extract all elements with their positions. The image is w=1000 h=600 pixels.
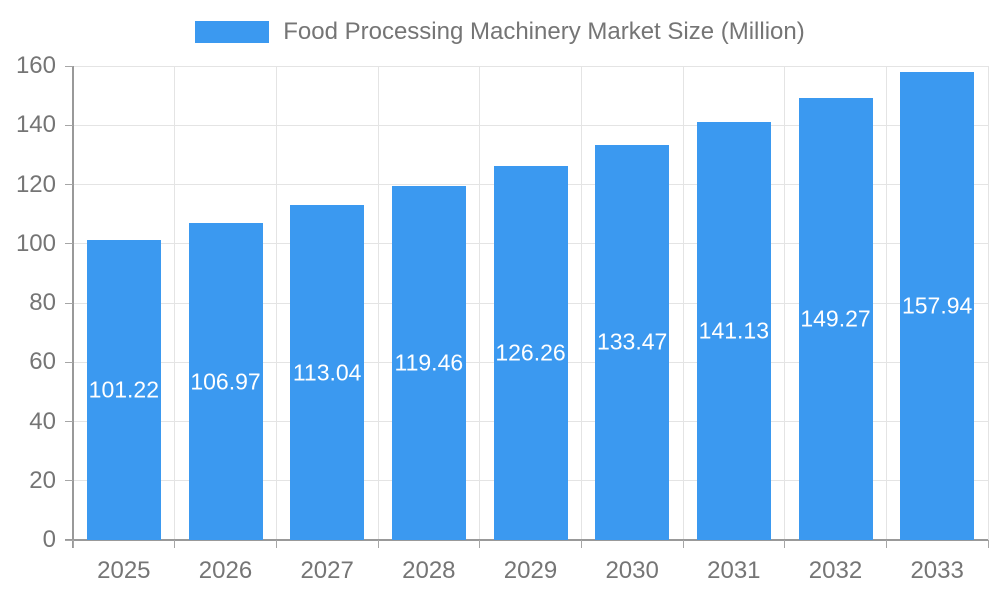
gridline-vertical (275, 66, 277, 540)
bar-value-label: 119.46 (394, 349, 464, 376)
x-axis-tick (784, 540, 786, 548)
x-tick-label: 2026 (198, 557, 253, 584)
y-axis-line (72, 66, 74, 548)
bar-value-label: 126.26 (495, 339, 566, 366)
y-axis-tick (65, 124, 73, 126)
y-tick-label: 40 (29, 407, 56, 435)
x-tick-label: 2029 (503, 557, 558, 584)
gridline-vertical (784, 66, 786, 540)
x-axis-tick (885, 540, 887, 548)
y-axis-tick (65, 243, 73, 245)
y-axis-tick (65, 421, 73, 422)
bar[interactable] (290, 205, 365, 540)
y-tick-label: 160 (15, 52, 56, 79)
gridline-vertical (987, 66, 989, 540)
bar-value-label: 101.22 (88, 376, 160, 403)
x-axis-tick (580, 540, 582, 548)
gridline-vertical (580, 66, 582, 540)
x-tick-label: 2032 (808, 557, 863, 584)
x-axis-tick (479, 540, 481, 548)
y-axis-tick (65, 65, 73, 67)
x-tick-label: 2028 (402, 557, 456, 584)
gridline-horizontal (73, 124, 988, 126)
x-axis-tick (72, 540, 74, 548)
bar[interactable] (86, 240, 161, 540)
y-axis-tick (65, 539, 73, 541)
legend-swatch (195, 21, 270, 43)
y-tick-label: 140 (15, 111, 56, 139)
bar[interactable] (493, 165, 568, 540)
bar-value-label: 141.13 (698, 317, 770, 344)
bar-value-label: 149.27 (800, 305, 871, 332)
y-tick-label: 0 (42, 526, 56, 553)
x-axis-tick (987, 540, 989, 548)
bar[interactable] (595, 144, 670, 540)
bar-value-label: 133.47 (596, 328, 668, 355)
x-axis-tick (275, 540, 277, 548)
bar[interactable] (696, 121, 771, 540)
y-axis-tick (65, 302, 73, 304)
bar[interactable] (900, 72, 975, 540)
x-axis-tick (377, 540, 379, 548)
y-tick-label: 20 (29, 466, 56, 494)
gridline-vertical (174, 66, 176, 540)
y-tick-label: 80 (29, 289, 56, 316)
x-tick-label: 2025 (97, 557, 151, 584)
gridline-vertical (885, 66, 887, 540)
y-axis-tick (65, 361, 73, 363)
y-axis-tick (65, 184, 73, 185)
bar[interactable] (188, 223, 263, 540)
x-tick-label: 2033 (910, 557, 964, 584)
y-tick-label: 120 (15, 170, 56, 198)
gridline-horizontal (73, 65, 988, 67)
y-tick-label: 60 (29, 348, 56, 376)
x-axis-tick (682, 540, 684, 548)
y-axis-tick (65, 480, 73, 482)
bar-value-label: 157.94 (901, 292, 973, 319)
bar[interactable] (391, 186, 466, 540)
bar-value-label: 113.04 (292, 359, 362, 386)
x-tick-label: 2030 (605, 557, 659, 584)
bar-value-label: 106.97 (190, 368, 261, 395)
bar[interactable] (798, 97, 873, 540)
gridline-vertical (377, 66, 379, 540)
x-tick-label: 2031 (707, 557, 761, 584)
gridline-vertical (479, 66, 481, 540)
legend-item[interactable]: Food Processing Machinery Market Size (M… (0, 18, 1000, 45)
legend-label: Food Processing Machinery Market Size (M… (283, 18, 805, 45)
gridline-vertical (682, 66, 684, 540)
y-tick-label: 100 (15, 229, 56, 257)
x-axis-tick (174, 540, 176, 548)
x-tick-label: 2027 (300, 557, 354, 584)
x-axis-line (65, 539, 988, 541)
